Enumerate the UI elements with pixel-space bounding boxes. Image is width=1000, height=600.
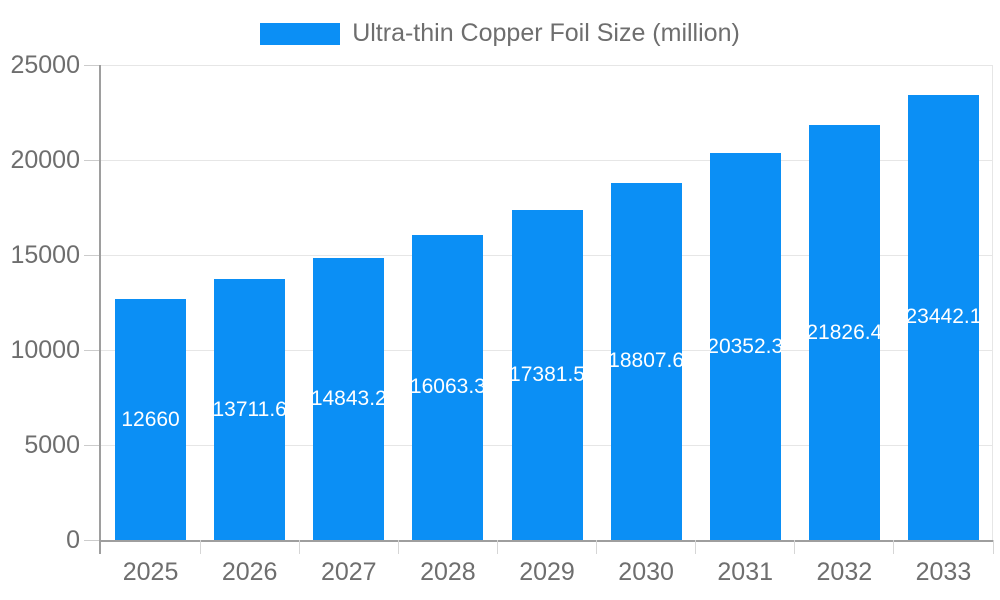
bar: 13711.6	[214, 279, 286, 540]
bar-value-label: 16063.3	[412, 375, 484, 399]
bar: 14843.2	[313, 257, 385, 540]
x-axis-label: 2033	[915, 558, 972, 586]
bar: 17381.5	[511, 209, 583, 540]
x-axis-label: 2032	[816, 558, 873, 586]
bar-label-wrap: 12660	[115, 299, 186, 540]
x-tick	[893, 540, 895, 554]
bar-label-wrap: 17381.5	[512, 210, 583, 540]
gridline-y	[101, 64, 993, 66]
bar: 23442.1	[907, 94, 979, 540]
x-axis-line	[99, 540, 993, 542]
y-tick	[84, 254, 99, 256]
bar: 20352.3	[709, 153, 781, 540]
y-axis-label: 5000	[24, 431, 80, 459]
bar-value-label: 12660	[121, 407, 180, 431]
x-axis-label: 2028	[420, 558, 476, 586]
bar-value-label: 20352.3	[709, 334, 781, 358]
y-axis-line	[99, 65, 101, 554]
y-axis-label: 10000	[10, 336, 80, 364]
y-tick	[84, 444, 99, 446]
y-tick	[84, 539, 99, 541]
bar-value-label: 17381.5	[511, 362, 583, 386]
bar-label-wrap: 20352.3	[710, 153, 781, 540]
x-axis-label: 2031	[717, 558, 774, 586]
bar-value-label: 23442.1	[907, 305, 979, 329]
x-tick	[794, 540, 796, 554]
bar-value-label: 21826.4	[808, 320, 880, 344]
bar-value-label: 13711.6	[214, 397, 286, 421]
bar-label-wrap: 18807.6	[611, 183, 682, 540]
y-axis-label: 15000	[10, 241, 80, 269]
plot-right-border	[992, 65, 993, 540]
y-axis-label: 0	[66, 526, 80, 554]
x-tick	[992, 540, 994, 554]
bar-value-label: 18807.6	[610, 349, 682, 373]
bar: 21826.4	[808, 125, 880, 540]
x-axis-label: 2027	[320, 558, 377, 586]
bar: 18807.6	[610, 182, 682, 540]
gridline-y	[101, 159, 993, 161]
x-tick	[199, 540, 201, 554]
x-tick	[397, 540, 399, 554]
x-tick	[496, 540, 498, 554]
x-tick	[695, 540, 697, 554]
y-tick	[84, 64, 99, 66]
y-axis-label: 25000	[10, 51, 80, 79]
legend-label: Ultra-thin Copper Foil Size (million)	[352, 19, 740, 47]
bar-value-label: 14843.2	[313, 386, 385, 410]
y-tick	[84, 349, 99, 351]
x-axis-label: 2026	[221, 558, 278, 586]
y-axis-label: 20000	[10, 146, 80, 174]
plot-area: 12660 13711.6 14843.2 16063.3 17381.5 18807.6…	[84, 64, 994, 554]
bar-label-wrap: 16063.3	[412, 235, 483, 540]
legend: Ultra-thin Copper Foil Size (million)	[0, 21, 1000, 46]
bar-label-wrap: 14843.2	[313, 258, 384, 540]
bar: 12660	[115, 299, 187, 540]
bar-label-wrap: 21826.4	[809, 125, 880, 540]
bar: 16063.3	[412, 234, 484, 540]
x-axis-label: 2029	[519, 558, 575, 586]
y-tick	[84, 159, 99, 161]
x-tick	[298, 540, 300, 554]
legend-swatch	[260, 22, 341, 45]
bar-label-wrap: 23442.1	[908, 95, 979, 540]
x-tick	[596, 540, 598, 554]
x-axis-label: 2030	[618, 558, 674, 586]
x-axis-label: 2025	[122, 558, 179, 586]
bar-label-wrap: 13711.6	[214, 279, 285, 540]
